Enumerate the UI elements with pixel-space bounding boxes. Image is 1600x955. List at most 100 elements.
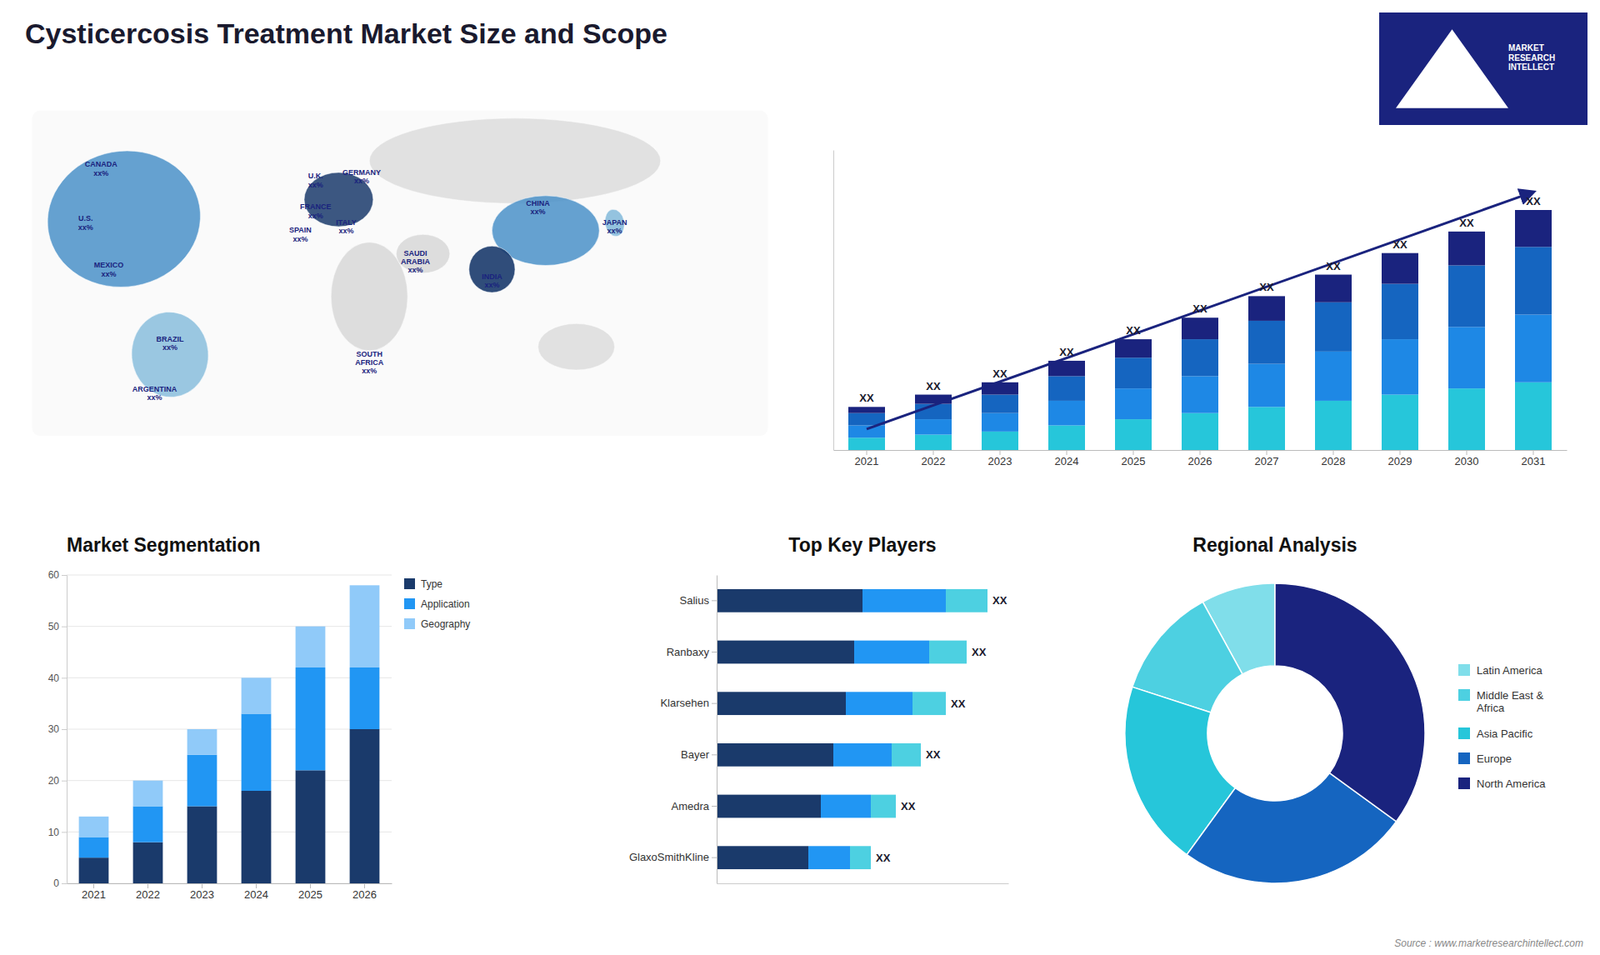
map-label: MEXICOxx% [94, 260, 125, 278]
bar-segment [1448, 326, 1485, 389]
x-axis-tick-mark [1133, 450, 1135, 455]
total-label: XX [1459, 216, 1475, 230]
x-axis-tick-label: 2030 [1455, 455, 1480, 468]
bar-segment [1115, 357, 1152, 389]
text-line: INDIA [481, 272, 503, 281]
text-line: xx% [354, 176, 370, 185]
text-line: SAUDI [403, 249, 427, 258]
bar-segment [1381, 339, 1419, 395]
donut-slice [1275, 583, 1425, 822]
y-axis-tick-label: 20 [48, 775, 60, 787]
bar-segment [929, 640, 967, 665]
text-line: U.S. [78, 214, 94, 223]
text-line: ITALY [335, 218, 357, 227]
map-background [31, 110, 768, 437]
bar-series [79, 667, 380, 858]
map-panel: Cysticercosis Treatment Market Size and … [25, 12, 1588, 950]
map-label: U.S.xx% [78, 214, 94, 231]
map-region [538, 323, 615, 370]
x-axis-tick: 2023 [988, 450, 1013, 468]
bar-segment [1115, 388, 1152, 420]
bars [79, 585, 380, 884]
x-axis-tick: 2027 [1255, 450, 1280, 468]
y-axis-tick-label: 0 [53, 877, 60, 890]
y-axis-tick-mark [711, 600, 717, 601]
bar-series [848, 210, 1552, 414]
map-region [369, 118, 661, 204]
y-axis-line [61, 575, 68, 885]
bar-segment [187, 729, 218, 755]
text-line: xx% [308, 211, 324, 220]
y-axis-tick-label: 30 [48, 723, 60, 735]
y-axis-tick-mark [711, 754, 717, 755]
x-axis-tick: 2028 [1321, 450, 1346, 468]
map-label: SAUDIARABIAxx% [400, 249, 430, 275]
total-labels: XXXXXXXXXXXX [875, 594, 1008, 864]
legend-label: Europe [1476, 752, 1512, 765]
total-label: XX [1192, 302, 1208, 315]
bar-segment [1315, 351, 1352, 401]
bar-segment [79, 837, 110, 859]
bar-segment [350, 667, 380, 730]
bar-segment [716, 845, 809, 870]
x-axis-tick-mark [147, 883, 149, 889]
bar-segment [1048, 400, 1085, 426]
text-line: xx% [361, 366, 377, 375]
x-axis-tick: 2021 [81, 883, 106, 901]
y-axis-tick-mark [61, 883, 67, 885]
legend-label: Middle East &Africa [1476, 689, 1545, 715]
bar-segment [241, 714, 272, 792]
x-axis-line [717, 883, 1010, 885]
y-axis [833, 150, 835, 451]
x-axis-tick: 2025 [298, 883, 323, 901]
bar-series [808, 589, 946, 870]
map-label: GERMANYxx% [342, 168, 381, 185]
y-axis-tick: Bayer [680, 748, 717, 761]
map-region [36, 139, 211, 300]
map-label: JAPANxx% [602, 218, 628, 235]
x-axis-tick-mark [1000, 450, 1001, 455]
x-axis-tick-label: 2022 [135, 888, 160, 901]
text-line: ARABIA [400, 257, 430, 266]
bar-segment [1515, 210, 1552, 247]
bar-segment [133, 806, 164, 843]
bar-segment [981, 382, 1019, 395]
y-axis-tick-label: Ranbaxy [666, 645, 710, 659]
y-axis-line [833, 150, 835, 451]
bar-segment [1115, 339, 1152, 358]
text-line: Asia Pacific [1476, 727, 1534, 740]
page-title: Cysticercosis Treatment Market Size and … [25, 17, 668, 50]
legend-label: Latin America [1476, 664, 1544, 677]
bar-segment [862, 589, 946, 613]
y-axis-tick-mark [711, 703, 717, 705]
bar-chart: 2021202220232024202520260102030405060Mar… [48, 534, 471, 901]
bar-segment [845, 691, 913, 715]
bar-segment [350, 729, 380, 884]
map-label: BRAZILxx% [156, 335, 185, 352]
y-axis-tick-mark [61, 626, 67, 628]
bar-segment [133, 780, 164, 807]
bar-segment [848, 437, 885, 450]
bar-segment [716, 691, 846, 715]
bar-segment [981, 431, 1019, 450]
x-axis-tick-mark [364, 883, 365, 889]
x-axis-tick: 2024 [1055, 450, 1080, 468]
legend-swatch [1458, 664, 1470, 676]
y-axis-tick: Klarsehen [660, 696, 717, 710]
x-axis-tick: 2021 [855, 450, 880, 468]
y-axis-tick-label: GlaxoSmithKline [629, 850, 710, 864]
y-axis-tick-label: Klarsehen [660, 696, 710, 710]
y-axis-tick-mark [61, 831, 67, 833]
legend-swatch [404, 618, 415, 630]
text-line: Europe [1476, 752, 1512, 765]
bar-chart: SaliusRanbaxyKlarsehenBayerAmedraGlaxoSm… [629, 534, 1010, 885]
x-axis-tick-mark [1200, 450, 1201, 455]
legend-swatch [1458, 752, 1470, 765]
y-axis-tick-mark [711, 805, 717, 807]
total-label: XX [1525, 195, 1541, 208]
x-axis-tick: 2029 [1388, 450, 1413, 468]
y-axis: SaliusRanbaxyKlarsehenBayerAmedraGlaxoSm… [629, 575, 718, 885]
slices [1125, 583, 1425, 884]
bar-segment [133, 842, 164, 884]
total-label: XX [1392, 238, 1408, 251]
